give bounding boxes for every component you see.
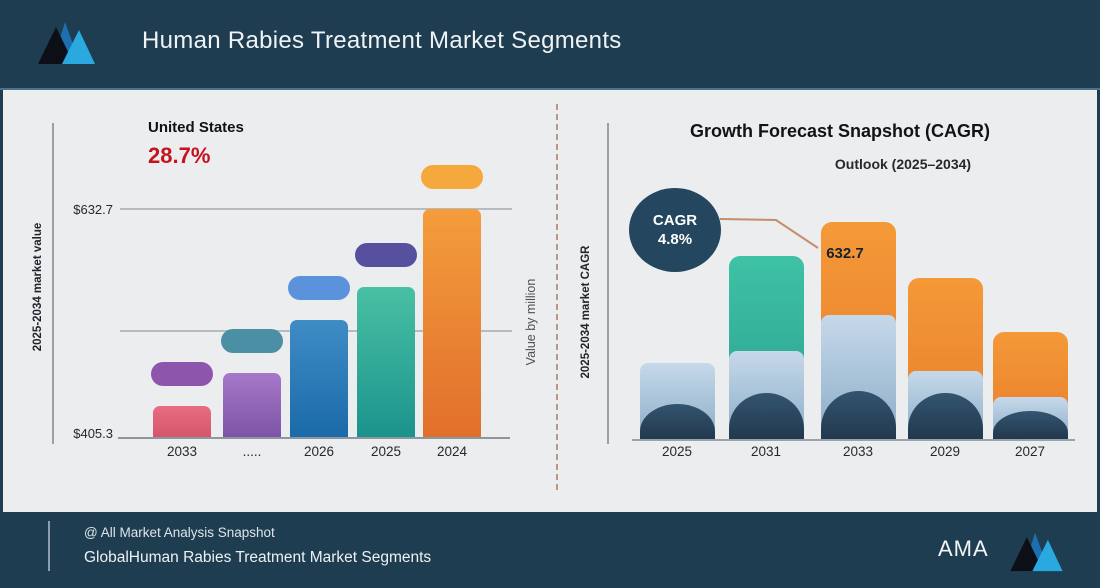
header: Human Rabies Treatment Market Segments	[0, 0, 1100, 90]
left-bar-cap-2025	[355, 242, 417, 267]
left-bar-2026	[290, 319, 348, 437]
footer: @ All Market Analysis Snapshot GlobalHum…	[0, 512, 1100, 588]
left-chart-x-axis-line	[118, 437, 510, 439]
left-x-tick: 2026	[303, 444, 335, 459]
right-chart-subtitle: Outlook (2025–2034)	[834, 156, 972, 172]
right-chart-y-axis-line	[607, 123, 609, 444]
section-divider	[556, 104, 558, 490]
left-chart-region-value: 28.7%	[148, 143, 211, 168]
right-bar-2025-segment-navy	[639, 404, 715, 439]
left-bar-cap-2024	[421, 165, 483, 189]
right-x-tick: 2031	[750, 444, 782, 459]
left-chart-region-label: United States	[148, 119, 244, 136]
footer-report-title: GlobalHuman Rabies Treatment Market Segm…	[84, 549, 432, 566]
right-bar-2033-segment-navy	[820, 391, 896, 439]
cagr-connector-line	[719, 218, 819, 249]
footer-brand-logo-icon	[1010, 532, 1063, 572]
left-chart-y-tick-top: $632.7	[73, 202, 113, 217]
left-x-tick: .....	[242, 444, 262, 459]
left-x-tick: 2024	[436, 444, 468, 459]
right-chart-y-axis-label: 2025-2034 market CAGR	[580, 245, 592, 379]
right-chart-peak-value-label: 632.7	[826, 245, 864, 262]
right-bar-2027-segment-navy	[992, 411, 1068, 439]
left-bar-cap-2033	[151, 362, 213, 387]
right-chart-x-axis-line	[632, 439, 1075, 441]
right-x-tick: 2029	[929, 444, 961, 459]
page-title: Human Rabies Treatment Market Segments	[142, 27, 622, 54]
left-bar-2033	[153, 406, 211, 437]
right-bar-2031-segment-navy	[728, 393, 804, 439]
left-bar-.....	[223, 373, 281, 437]
cagr-badge-value: 4.8%	[657, 231, 693, 248]
right-bar-2029-segment-navy	[907, 393, 983, 439]
left-bar-cap-.....	[221, 329, 283, 354]
right-x-tick: 2027	[1014, 444, 1046, 459]
footer-attribution: @ All Market Analysis Snapshot	[84, 525, 275, 540]
footer-divider-line	[48, 521, 50, 571]
cagr-badge-label: CAGR	[652, 212, 698, 229]
left-chart-gridline-top	[120, 208, 512, 210]
footer-brand-name: AMA	[938, 536, 989, 561]
right-chart-title: Growth Forecast Snapshot (CAGR)	[689, 121, 990, 141]
left-bar-cap-2026	[288, 275, 350, 300]
left-bar-2024	[423, 209, 481, 437]
middle-value-axis-note: Value by million	[524, 278, 538, 366]
left-bar-2025	[357, 286, 415, 437]
brand-logo-icon	[38, 22, 95, 64]
cagr-badge: CAGR 4.8%	[629, 188, 721, 272]
left-x-tick: 2033	[166, 444, 198, 459]
left-chart-y-tick-bottom: $405.3	[73, 426, 113, 441]
left-chart-y-axis-line	[52, 123, 54, 444]
right-x-tick: 2025	[661, 444, 693, 459]
right-x-tick: 2033	[842, 444, 874, 459]
left-x-tick: 2025	[370, 444, 402, 459]
left-chart-y-axis-label: 2025-2034 market value	[32, 222, 44, 352]
